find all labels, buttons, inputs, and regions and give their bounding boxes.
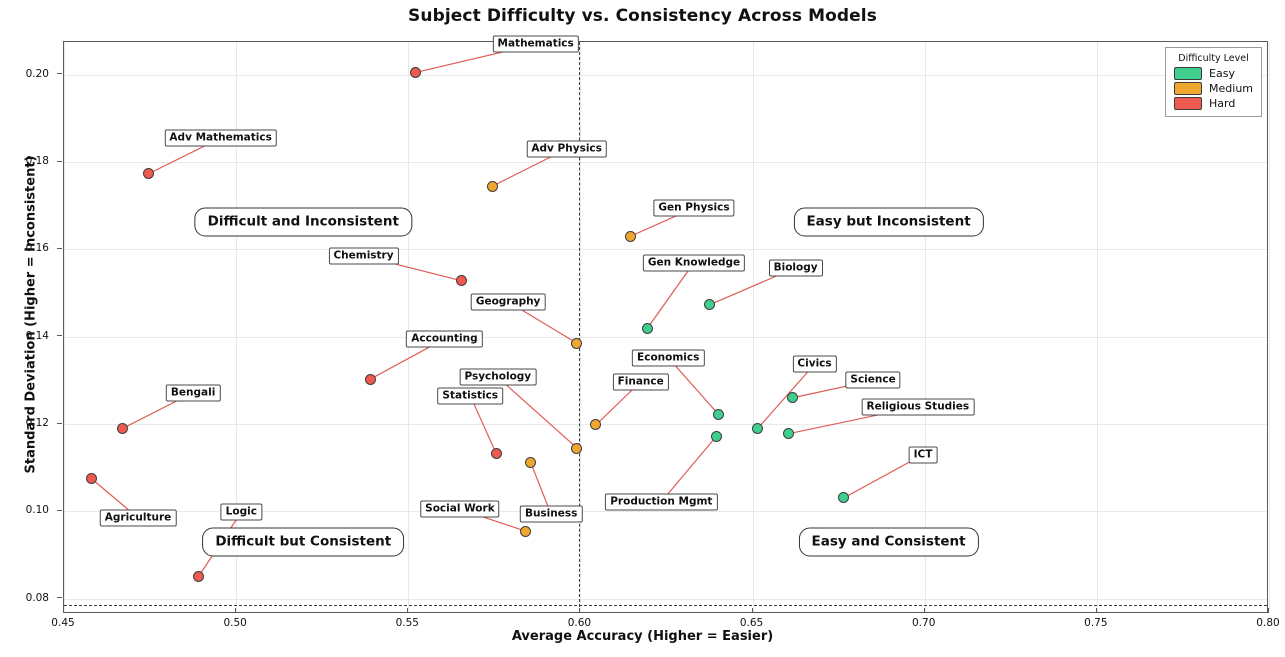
gridline-vertical	[1269, 42, 1270, 612]
legend-item-label: Medium	[1209, 82, 1253, 95]
y-tick: 0.14	[0, 326, 62, 346]
gridline-vertical	[580, 42, 582, 612]
point-label: Religious Studies	[861, 398, 975, 416]
data-point[interactable]	[525, 456, 536, 468]
point-label: Civics	[792, 355, 837, 373]
legend-swatch-icon	[1174, 67, 1203, 80]
point-label: ICT	[908, 446, 938, 464]
legend-title: Difficulty Level	[1178, 53, 1249, 64]
y-tick: 0.20	[0, 64, 62, 84]
gridline-vertical	[236, 42, 238, 612]
leader-line	[757, 363, 815, 429]
point-label: Science	[845, 371, 901, 389]
data-point[interactable]	[487, 180, 499, 192]
data-point[interactable]	[86, 473, 98, 485]
y-tick: 0.10	[0, 500, 62, 520]
point-label: Logic	[220, 503, 262, 521]
data-point[interactable]	[624, 230, 636, 242]
gridline-horizontal	[64, 249, 1267, 251]
gridline-vertical	[64, 42, 65, 612]
gridline-vertical	[924, 42, 926, 612]
point-label: Production Mgmt	[605, 493, 718, 511]
legend-item[interactable]: Easy	[1174, 67, 1253, 80]
legend: Difficulty Level Easy Medium Hard	[1165, 47, 1262, 117]
data-point[interactable]	[142, 168, 154, 180]
y-tick: 0.16	[0, 238, 62, 258]
point-label: Statistics	[437, 387, 504, 405]
data-point[interactable]	[642, 322, 654, 334]
data-point[interactable]	[571, 337, 583, 349]
y-tick: 0.12	[0, 413, 62, 433]
gridline-horizontal	[64, 336, 1267, 338]
x-axis-label: Average Accuracy (Higher = Easier)	[511, 629, 774, 644]
y-axis-label: Standard Deviation (Higher = Inconsisten…	[23, 155, 39, 474]
data-point[interactable]	[117, 422, 129, 434]
quadrant-annotation: Easy and Consistent	[798, 527, 979, 557]
point-label: Economics	[632, 349, 705, 367]
data-point[interactable]	[783, 428, 795, 440]
data-point[interactable]	[409, 67, 421, 79]
data-point[interactable]	[752, 422, 764, 434]
data-point[interactable]	[786, 392, 798, 404]
data-point[interactable]	[519, 525, 531, 537]
leader-line	[497, 376, 578, 449]
data-point[interactable]	[590, 419, 602, 431]
y-tick: 0.18	[0, 151, 62, 171]
leader-line	[647, 262, 695, 329]
gridline-horizontal	[64, 74, 1267, 76]
point-label: Accounting	[406, 330, 483, 348]
point-label: Finance	[612, 373, 669, 391]
point-label: Adv Physics	[526, 140, 607, 158]
point-label: Gen Physics	[653, 199, 735, 217]
point-label: Psychology	[459, 368, 537, 386]
gridline-horizontal	[64, 162, 1267, 164]
point-label: Adv Mathematics	[164, 129, 277, 147]
point-label: Business	[519, 505, 583, 523]
quadrant-annotation: Easy but Inconsistent	[793, 207, 984, 237]
data-point[interactable]	[710, 430, 722, 442]
data-point[interactable]	[704, 299, 716, 311]
quadrant-annotation: Difficult but Consistent	[202, 527, 405, 557]
point-label: Gen Knowledge	[642, 254, 746, 271]
point-label: Biology	[768, 259, 823, 277]
leader-line	[469, 395, 497, 454]
legend-item-label: Hard	[1209, 97, 1236, 110]
gridline-vertical	[1096, 42, 1098, 612]
point-label: Geography	[470, 293, 546, 311]
point-label: Chemistry	[328, 247, 399, 265]
data-point[interactable]	[456, 275, 468, 287]
leader-line	[667, 357, 719, 415]
data-point[interactable]	[712, 408, 724, 420]
point-label: Mathematics	[492, 35, 579, 53]
gridline-horizontal	[64, 511, 1267, 513]
plot-area: Mathematics Adv Mathematics Adv Physics Gen…	[63, 35, 1270, 613]
leader-line	[660, 435, 717, 503]
gridline-horizontal	[64, 598, 1267, 600]
data-point[interactable]	[490, 447, 502, 459]
median-x-line	[578, 42, 580, 612]
gridline-horizontal	[64, 424, 1267, 426]
point-label: Agriculture	[99, 509, 177, 527]
gridline-vertical	[408, 42, 410, 612]
data-point[interactable]	[192, 571, 204, 583]
data-point[interactable]	[838, 492, 850, 504]
gridline-vertical	[752, 42, 754, 612]
quadrant-annotation: Difficult and Inconsistent	[194, 207, 412, 237]
median-y-line	[64, 605, 1267, 607]
legend-item[interactable]: Hard	[1174, 97, 1253, 110]
data-point[interactable]	[364, 373, 376, 385]
point-label: Social Work	[420, 500, 500, 518]
data-point[interactable]	[571, 442, 583, 454]
page-title: Subject Difficulty vs. Consistency Acros…	[408, 6, 877, 26]
legend-item-label: Easy	[1209, 67, 1235, 80]
legend-item[interactable]: Medium	[1174, 82, 1253, 95]
point-label: Bengali	[165, 384, 221, 402]
y-tick: 0.08	[0, 588, 62, 608]
leader-line	[529, 461, 552, 515]
legend-swatch-icon	[1174, 97, 1203, 110]
legend-swatch-icon	[1174, 82, 1203, 95]
